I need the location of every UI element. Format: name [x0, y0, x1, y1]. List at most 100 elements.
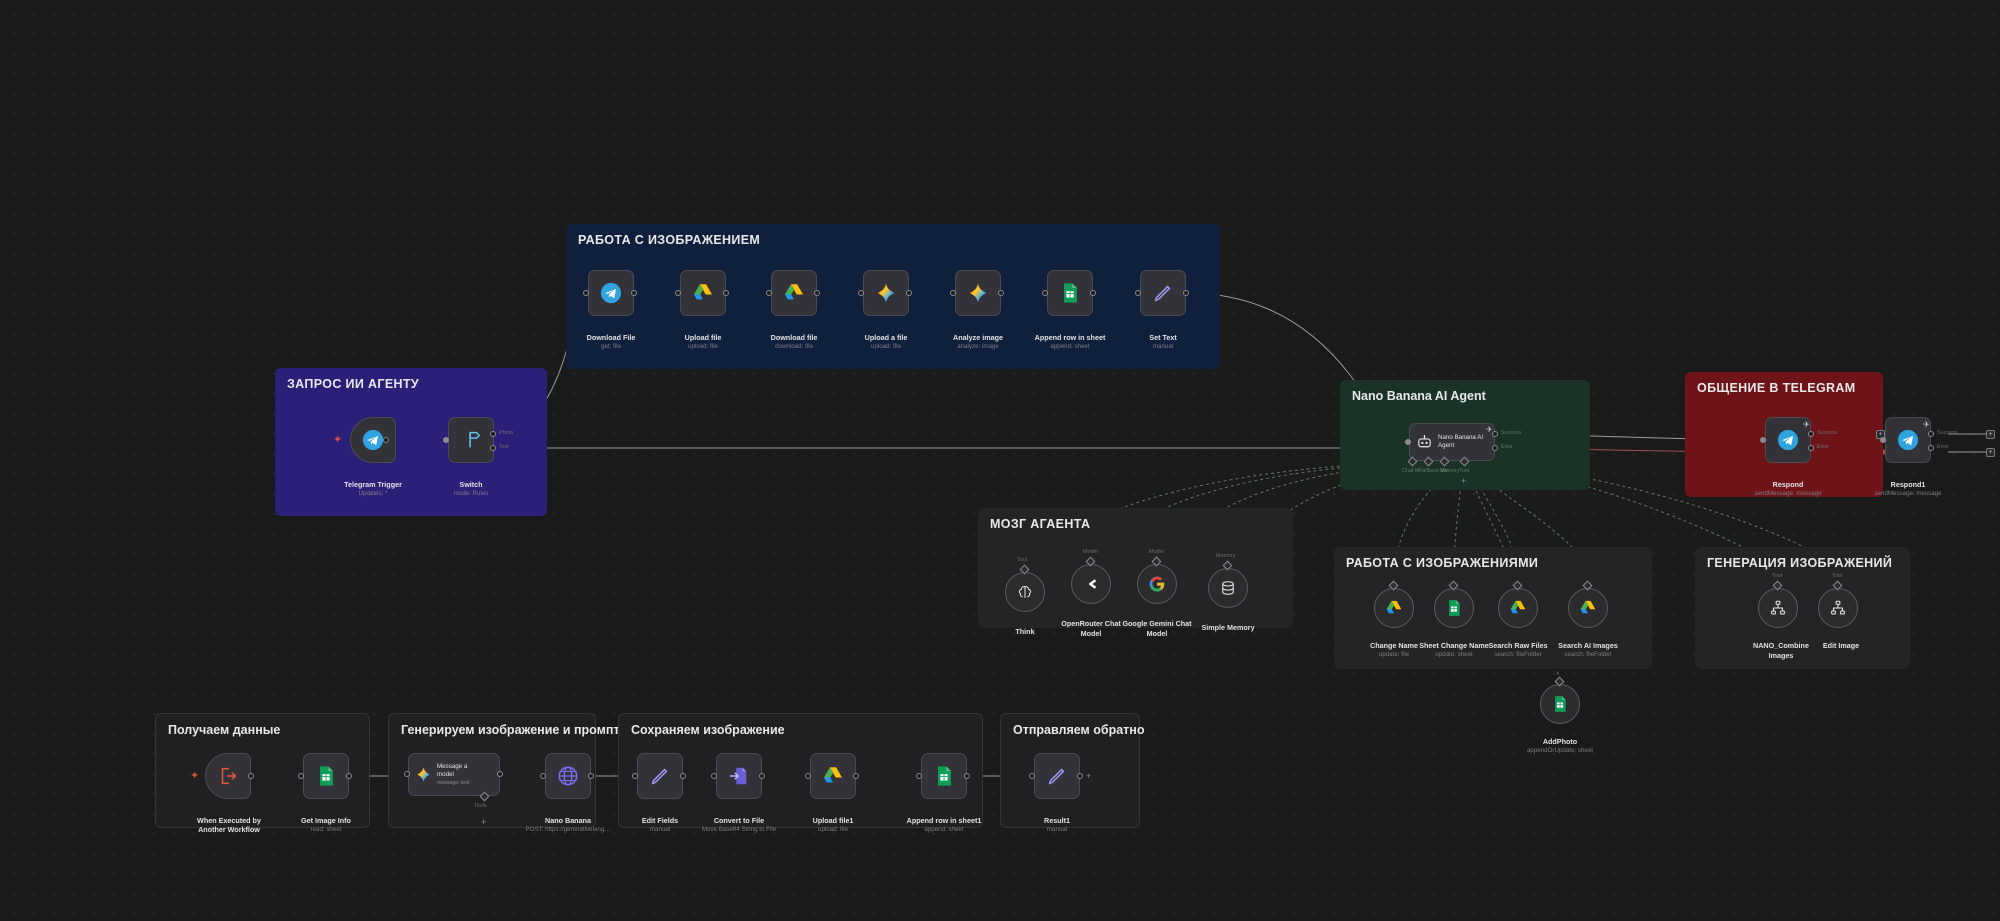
- input-port[interactable]: [916, 773, 922, 779]
- input-port[interactable]: [1029, 773, 1035, 779]
- add-tool-button[interactable]: +: [1461, 476, 1467, 486]
- node-change-name[interactable]: [1374, 588, 1414, 628]
- node-addphoto[interactable]: [1540, 684, 1580, 724]
- input-port[interactable]: [805, 773, 811, 779]
- output-port[interactable]: [853, 773, 859, 779]
- node-respond1[interactable]: [1885, 417, 1931, 463]
- output-port-success[interactable]: [1808, 431, 1814, 437]
- output-port[interactable]: [680, 773, 686, 779]
- node-analyze-image[interactable]: [955, 270, 1001, 316]
- output-port[interactable]: [383, 437, 389, 443]
- node-label: Upload file upload: file: [684, 333, 722, 351]
- gemini-icon: [875, 282, 897, 304]
- group-title: РАБОТА С ИЗОБРАЖЕНИЯМИ: [1346, 556, 1539, 570]
- brain-icon: [1016, 583, 1034, 601]
- telegram-icon: [1777, 429, 1799, 451]
- port-label-error: Error: [1817, 444, 1829, 450]
- node-when-executed-by-another-workflow[interactable]: [205, 753, 251, 799]
- output-port[interactable]: [631, 290, 637, 296]
- add-node-button[interactable]: +: [1986, 430, 1995, 439]
- input-port[interactable]: [404, 771, 410, 777]
- port-label: Model: [1149, 549, 1164, 555]
- input-port[interactable]: [540, 773, 546, 779]
- output-port[interactable]: [497, 771, 503, 777]
- output-port-success[interactable]: [1928, 431, 1934, 437]
- output-port[interactable]: [346, 773, 352, 779]
- output-port[interactable]: [1183, 290, 1189, 296]
- output-port-photo[interactable]: [490, 431, 496, 437]
- input-port[interactable]: [443, 437, 449, 443]
- pin-arrow-icon[interactable]: ✈: [1923, 420, 1930, 429]
- node-switch[interactable]: [448, 417, 494, 463]
- pin-arrow-icon[interactable]: ✈: [1803, 420, 1810, 429]
- input-port[interactable]: [1042, 290, 1048, 296]
- output-port-text[interactable]: [490, 445, 496, 451]
- output-port[interactable]: [588, 773, 594, 779]
- input-port[interactable]: [583, 290, 589, 296]
- input-port[interactable]: [632, 773, 638, 779]
- output-port-error[interactable]: [1808, 445, 1814, 451]
- group-title: РАБОТА С ИЗОБРАЖЕНИЕМ: [578, 233, 761, 247]
- group-agent-request[interactable]: ЗАПРОС ИИ АГЕНТУ: [275, 368, 547, 516]
- input-port[interactable]: [711, 773, 717, 779]
- group-image-gen[interactable]: ГЕНЕРАЦИЯ ИЗОБРАЖЕНИЙ: [1695, 547, 1910, 669]
- port-label: Tool: [1772, 573, 1782, 579]
- input-port[interactable]: [858, 290, 864, 296]
- add-node-button[interactable]: +: [1086, 771, 1092, 781]
- node-convert-to-file[interactable]: [716, 753, 762, 799]
- output-port-success[interactable]: [1492, 431, 1498, 437]
- node-result1[interactable]: [1034, 753, 1080, 799]
- output-port[interactable]: [723, 290, 729, 296]
- input-port[interactable]: [675, 290, 681, 296]
- pin-arrow-icon[interactable]: ✈: [1486, 425, 1493, 434]
- node-download-file-2[interactable]: [771, 270, 817, 316]
- node-append-row-in-sheet1[interactable]: [921, 753, 967, 799]
- node-think[interactable]: [1005, 572, 1045, 612]
- node-label: When Executed by Another Workflow: [197, 816, 261, 835]
- node-label: NANO_Combine Images: [1753, 641, 1809, 660]
- output-port[interactable]: [759, 773, 765, 779]
- node-label: Convert to File Move Base64 String to Fil…: [701, 816, 777, 834]
- node-telegram-trigger[interactable]: [350, 417, 396, 463]
- node-set-text[interactable]: [1140, 270, 1186, 316]
- input-port[interactable]: [1405, 439, 1411, 445]
- node-get-image-info[interactable]: [303, 753, 349, 799]
- node-edit-fields[interactable]: [637, 753, 683, 799]
- node-append-row-in-sheet[interactable]: [1047, 270, 1093, 316]
- input-port[interactable]: [298, 773, 304, 779]
- output-port[interactable]: [814, 290, 820, 296]
- input-port[interactable]: [766, 290, 772, 296]
- node-search-ai-images[interactable]: [1568, 588, 1608, 628]
- node-edit-image[interactable]: [1818, 588, 1858, 628]
- node-openrouter-chat-model[interactable]: [1071, 564, 1111, 604]
- node-simple-memory[interactable]: [1208, 568, 1248, 608]
- node-respond[interactable]: [1765, 417, 1811, 463]
- node-sheet-change-name[interactable]: [1434, 588, 1474, 628]
- input-port[interactable]: [1880, 437, 1886, 443]
- input-port[interactable]: [950, 290, 956, 296]
- node-search-raw-files[interactable]: [1498, 588, 1538, 628]
- node-nano-banana[interactable]: [545, 753, 591, 799]
- node-nano-banana-ai-agent[interactable]: Nano Banana AI Agent: [1409, 423, 1495, 461]
- node-download-file[interactable]: [588, 270, 634, 316]
- output-port[interactable]: [1077, 773, 1083, 779]
- output-port[interactable]: [248, 773, 254, 779]
- output-port[interactable]: [906, 290, 912, 296]
- input-port[interactable]: [1760, 437, 1766, 443]
- node-nano-combine-images[interactable]: [1758, 588, 1798, 628]
- add-tool-button[interactable]: +: [481, 817, 487, 827]
- add-node-button[interactable]: +: [1986, 448, 1995, 457]
- node-message-a-model[interactable]: Message a model message: text: [408, 753, 500, 796]
- output-port[interactable]: [998, 290, 1004, 296]
- output-port-error[interactable]: [1492, 445, 1498, 451]
- node-upload-file1[interactable]: [810, 753, 856, 799]
- output-port[interactable]: [1090, 290, 1096, 296]
- input-port[interactable]: [1135, 290, 1141, 296]
- switch-icon: [460, 429, 482, 451]
- node-upload-file[interactable]: [680, 270, 726, 316]
- output-port-error[interactable]: [1928, 445, 1934, 451]
- node-google-gemini-chat-model[interactable]: [1137, 564, 1177, 604]
- node-upload-a-file[interactable]: [863, 270, 909, 316]
- output-port[interactable]: [964, 773, 970, 779]
